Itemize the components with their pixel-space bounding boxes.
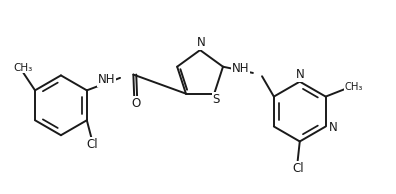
Text: CH₃: CH₃: [14, 62, 33, 73]
Text: N: N: [196, 36, 205, 49]
Text: S: S: [213, 93, 220, 106]
Text: NH: NH: [232, 62, 249, 75]
Text: NH: NH: [97, 74, 115, 87]
Text: O: O: [131, 97, 141, 110]
Text: CH₃: CH₃: [344, 82, 363, 93]
Text: Cl: Cl: [292, 162, 303, 175]
Text: Cl: Cl: [86, 138, 98, 151]
Text: N: N: [296, 68, 305, 81]
Text: N: N: [329, 121, 337, 134]
